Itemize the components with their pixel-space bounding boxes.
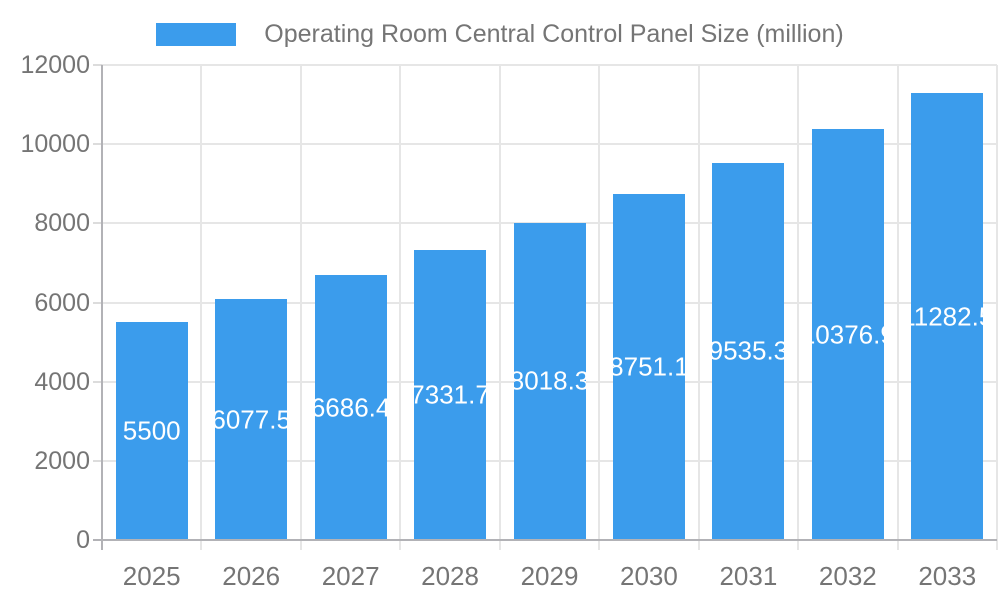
bar-value-label: 8018.3: [513, 365, 586, 396]
bar-value-label: 5500: [122, 415, 181, 446]
gridline-vertical: [299, 65, 302, 550]
legend: Operating Room Central Control Panel Siz…: [0, 16, 1000, 52]
y-axis-tick-label: 8000: [34, 209, 90, 238]
bar[interactable]: 9535.3: [712, 162, 785, 540]
gridline-vertical: [797, 65, 800, 550]
y-axis-tick-label: 0: [76, 526, 90, 554]
gridline-vertical: [896, 65, 899, 550]
gridline-vertical: [697, 65, 700, 550]
bar[interactable]: 8018.3: [513, 222, 586, 540]
legend-swatch: [156, 22, 237, 46]
x-axis-tick-label: 2025: [122, 561, 181, 591]
y-axis-tick-label: 10000: [20, 130, 90, 159]
bar[interactable]: 6686.4: [314, 275, 387, 540]
bar[interactable]: 11282.5: [911, 93, 984, 540]
bar-value-label: 8751.1: [612, 351, 685, 382]
y-axis-tick: [93, 143, 102, 146]
bar[interactable]: 7331.7: [414, 249, 487, 540]
x-axis-tick-label: 2028: [421, 561, 479, 591]
legend-item[interactable]: Operating Room Central Control Panel Siz…: [156, 19, 844, 49]
y-axis-tick-label: 2000: [34, 446, 90, 475]
gridline-vertical: [598, 65, 601, 550]
gridline-vertical: [200, 65, 203, 550]
bar-value-label: 6077.5: [215, 404, 288, 435]
bar[interactable]: 6077.5: [215, 299, 288, 540]
gridline-vertical: [399, 65, 402, 550]
x-axis-tick-label: 2032: [818, 561, 877, 591]
x-axis-line: [93, 539, 997, 541]
x-axis-tick-label: 2030: [620, 561, 678, 591]
gridline-horizontal: [102, 64, 997, 66]
legend-label: Operating Room Central Control Panel Siz…: [264, 19, 844, 48]
x-axis-tick-label: 2027: [321, 561, 380, 591]
gridline-horizontal: [102, 143, 997, 146]
y-axis-tick: [93, 301, 102, 304]
y-axis-tick: [93, 64, 102, 66]
bar-value-label: 9535.3: [712, 335, 785, 366]
y-axis-tick-label: 12000: [20, 51, 90, 79]
bar-value-label: 6686.4: [314, 392, 387, 423]
bar-value-label: 7331.7: [414, 379, 487, 410]
gridline-vertical: [996, 65, 998, 550]
x-axis-tick-label: 2029: [520, 561, 579, 591]
gridline-vertical: [498, 65, 501, 550]
bar[interactable]: 8751.1: [612, 193, 685, 540]
y-axis-tick: [93, 459, 102, 462]
bar-value-label: 10376.9: [812, 319, 884, 350]
y-axis-line: [101, 65, 103, 550]
x-axis-tick-label: 2031: [719, 561, 778, 591]
y-axis-tick: [93, 380, 102, 383]
x-axis-tick-label: 2033: [918, 561, 977, 591]
y-axis-tick: [93, 222, 102, 225]
bar[interactable]: 10376.9: [811, 129, 884, 540]
x-axis-tick-label: 2026: [222, 561, 281, 591]
bar-value-label: 11282.5: [911, 301, 983, 332]
y-axis-tick-label: 4000: [34, 367, 90, 396]
bar[interactable]: 5500: [115, 322, 188, 540]
y-axis-tick-label: 6000: [34, 288, 90, 317]
